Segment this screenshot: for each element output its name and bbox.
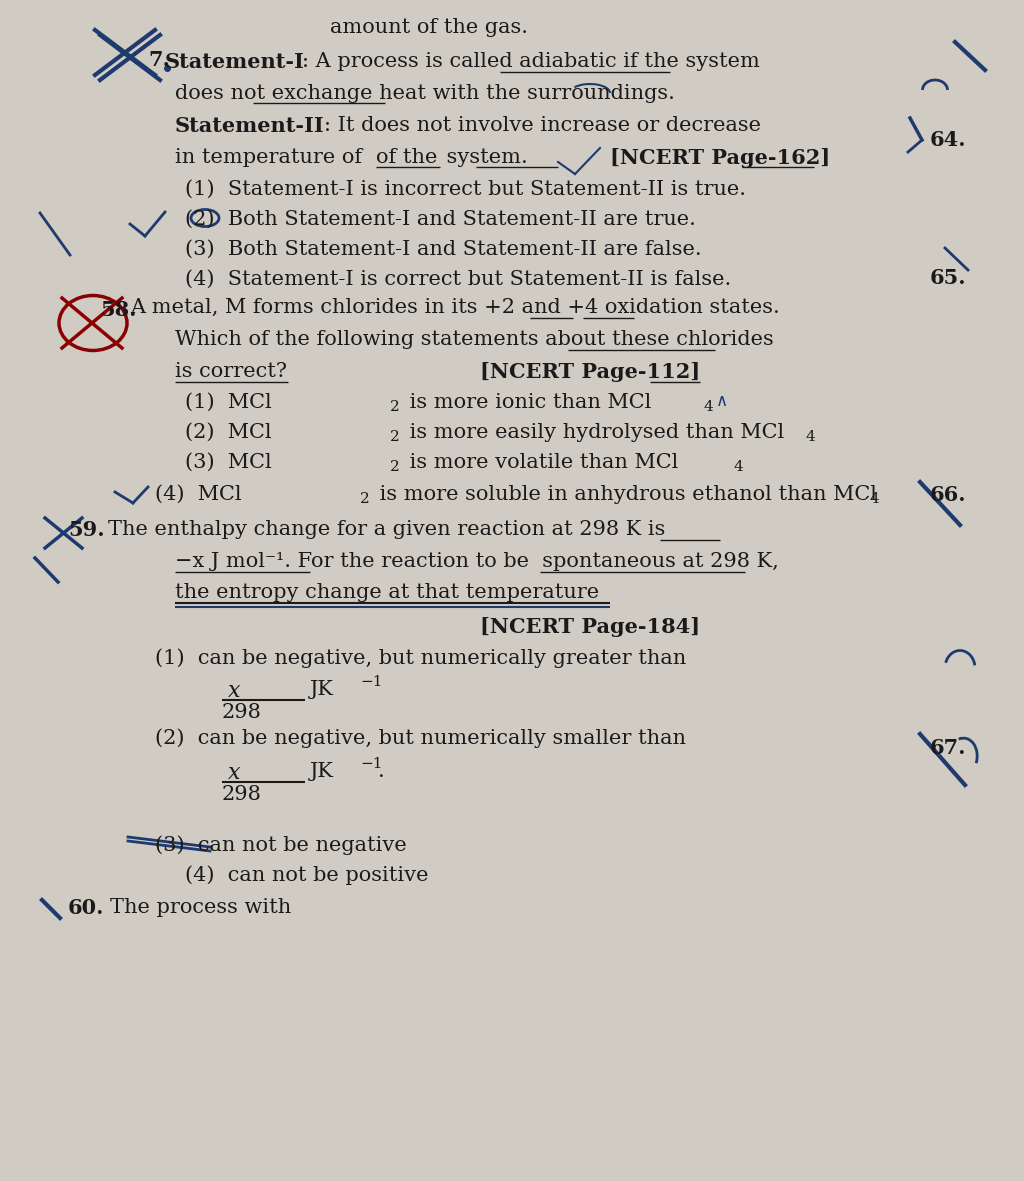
Text: 4: 4 [870, 492, 880, 505]
Text: −1: −1 [360, 757, 383, 771]
Text: 58.: 58. [100, 300, 136, 320]
Text: is more easily hydrolysed than MCl: is more easily hydrolysed than MCl [403, 423, 784, 442]
Text: x: x [228, 680, 241, 702]
Text: 4: 4 [733, 461, 742, 474]
Text: 2: 2 [390, 430, 399, 444]
Text: 7.: 7. [148, 50, 170, 70]
Text: 60.: 60. [68, 898, 104, 918]
Text: 64.: 64. [930, 130, 967, 150]
Text: Which of the following statements about these chlorides: Which of the following statements about … [175, 329, 774, 350]
Text: in temperature of: in temperature of [175, 148, 369, 167]
Text: JK: JK [310, 680, 334, 699]
Text: (4)  Statement-I is correct but Statement-II is false.: (4) Statement-I is correct but Statement… [185, 270, 731, 289]
Text: 2: 2 [360, 492, 370, 505]
Text: is more ionic than MCl: is more ionic than MCl [403, 393, 651, 412]
Text: 4: 4 [806, 430, 816, 444]
Text: 4: 4 [703, 400, 713, 415]
Text: (4)  can not be positive: (4) can not be positive [185, 864, 428, 885]
Text: is correct?: is correct? [175, 363, 287, 381]
Text: 66.: 66. [930, 485, 967, 505]
Text: (1)  MCl: (1) MCl [185, 393, 271, 412]
Text: [NCERT Page-162]: [NCERT Page-162] [610, 148, 830, 168]
Text: 298: 298 [222, 703, 262, 722]
Text: JK: JK [310, 762, 334, 781]
Text: does not exchange heat with the surroundings.: does not exchange heat with the surround… [175, 84, 675, 103]
Text: (3)  MCl: (3) MCl [185, 454, 271, 472]
Text: [NCERT Page-112]: [NCERT Page-112] [480, 363, 700, 381]
Text: is more volatile than MCl: is more volatile than MCl [403, 454, 678, 472]
Text: The enthalpy change for a given reaction at 298 K is: The enthalpy change for a given reaction… [108, 520, 666, 539]
Text: 67.: 67. [930, 738, 967, 758]
Text: 65.: 65. [930, 268, 967, 288]
Text: The process with: The process with [110, 898, 291, 916]
Text: [NCERT Page-184]: [NCERT Page-184] [480, 616, 700, 637]
Text: (1)  Statement-I is incorrect but Statement-II is true.: (1) Statement-I is incorrect but Stateme… [185, 180, 746, 200]
Text: : A process is called adiabatic if the system: : A process is called adiabatic if the s… [302, 52, 760, 71]
Text: is more soluble in anhydrous ethanol than MCl: is more soluble in anhydrous ethanol tha… [373, 485, 877, 504]
Text: Statement-I: Statement-I [165, 52, 305, 72]
Text: : It does not involve increase or decrease: : It does not involve increase or decrea… [324, 116, 761, 135]
Text: Statement-II: Statement-II [175, 116, 325, 136]
Text: .: . [378, 762, 385, 781]
Text: 2: 2 [390, 400, 399, 415]
Text: A metal, M forms chlorides in its +2 and +4 oxidation states.: A metal, M forms chlorides in its +2 and… [130, 298, 779, 317]
Text: of the: of the [376, 148, 437, 167]
Text: (3)  Both Statement-I and Statement-II are false.: (3) Both Statement-I and Statement-II ar… [185, 240, 701, 259]
Text: −x J mol⁻¹. For the reaction to be  spontaneous at 298 K,: −x J mol⁻¹. For the reaction to be spont… [175, 552, 778, 570]
Text: (2)  can be negative, but numerically smaller than: (2) can be negative, but numerically sma… [155, 727, 686, 748]
Text: amount of the gas.: amount of the gas. [330, 18, 528, 37]
Text: ∧: ∧ [716, 393, 728, 410]
Text: system.: system. [440, 148, 527, 167]
Text: (2)  Both Statement-I and Statement-II are true.: (2) Both Statement-I and Statement-II ar… [185, 210, 696, 229]
Text: (4)  MCl: (4) MCl [155, 485, 242, 504]
Text: (3)  can not be negative: (3) can not be negative [155, 835, 407, 855]
Text: x: x [228, 762, 241, 784]
Text: 2: 2 [390, 461, 399, 474]
Text: −1: −1 [360, 676, 383, 689]
Text: (1)  can be negative, but numerically greater than: (1) can be negative, but numerically gre… [155, 648, 686, 667]
Text: 59.: 59. [68, 520, 104, 540]
Text: 298: 298 [222, 785, 262, 804]
Text: (2)  MCl: (2) MCl [185, 423, 271, 442]
Text: the entropy change at that temperature: the entropy change at that temperature [175, 583, 599, 602]
